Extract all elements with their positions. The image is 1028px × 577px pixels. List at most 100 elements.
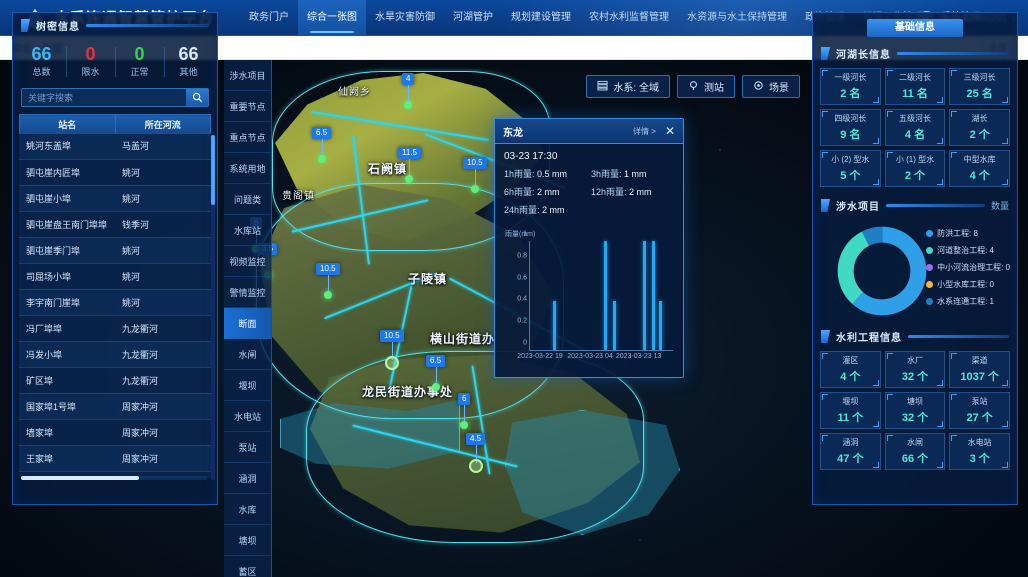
cell-1: 姚河 [115, 159, 211, 186]
map-marker-9[interactable]: 6 [458, 393, 471, 429]
cell-1: 周家冲河 [115, 393, 211, 420]
info-card-4[interactable]: 五级河长 4 名 [884, 109, 946, 146]
layer-item-1[interactable]: 重要节点 [224, 91, 271, 122]
nav-item-1[interactable]: 综合一张图 [298, 0, 367, 35]
map-layer-menu[interactable]: 涉水项目 重要节点 重点节点 系统用地 问题类 水库站 视频监控 警情监控 断面 水闸 堰坝 水电站泵… [224, 60, 272, 577]
card-label: 三级河长 [963, 73, 996, 82]
layer-item-6[interactable]: 视频监控 [224, 246, 271, 277]
nav-item-3[interactable]: 河湖管护 [453, 11, 494, 23]
cell-1: 姚河 [115, 237, 211, 264]
info-card-7[interactable]: 小 (1) 型水 2 个 [884, 150, 946, 187]
close-icon[interactable]: ✕ [664, 124, 675, 138]
table-row[interactable]: 白塔埠周家冲河 [19, 471, 211, 478]
search-icon[interactable] [186, 89, 208, 106]
map-tool-2[interactable]: 场景 [742, 75, 800, 98]
info-card-2[interactable]: 渠道 1037 个 [949, 351, 1010, 388]
station-table-body-scroll[interactable]: 姚河东盖埠 马盖河 驷屯崖内匠埠 姚河 驷屯崖小埠 姚河 驷屯崖盘王南门埠埠 钱季河 驷… [13, 133, 217, 478]
layer-item-16[interactable]: 蓄区 [224, 556, 271, 577]
info-card-6[interactable]: 小 (2) 型水 5 个 [820, 150, 881, 187]
nav-item-6[interactable]: 水资源与水土保持管理 [687, 11, 788, 23]
popup-detail-link[interactable]: 详情 > [633, 126, 656, 136]
map-toolbar: 水系: 全域 测站 场景 [586, 75, 800, 98]
map-marker-3[interactable]: 10.5 [463, 157, 487, 193]
marker-dot [460, 421, 469, 429]
map-tool-0[interactable]: 水系: 全域 [586, 75, 670, 98]
chart-plot-area: 0 0.2 0.4 0.6 0.8 1 2023-03-22 19 2023-03-23 04… [517, 231, 673, 360]
info-card-5[interactable]: 湖长 2 个 [949, 109, 1010, 146]
info-card-1[interactable]: 水厂 32 个 [884, 351, 946, 388]
tab-basic-info[interactable]: 基础信息 [867, 19, 963, 37]
marker-stem [464, 405, 466, 423]
map-marker-6[interactable]: 10.5 [316, 263, 340, 299]
table-row[interactable]: 驷屯崖小埠 姚河 [19, 185, 211, 212]
layer-item-9[interactable]: 水闸 [224, 339, 271, 370]
info-card-8[interactable]: 水电站 3 个 [949, 433, 1010, 470]
card-value: 25 名 [966, 88, 993, 100]
layer-item-8[interactable]: 断面 [224, 308, 271, 339]
info-card-2[interactable]: 三级河长 25 名 [949, 68, 1010, 105]
layer-item-3[interactable]: 系统用地 [224, 153, 271, 184]
layer-item-15[interactable]: 塘坝 [224, 525, 271, 556]
layer-item-0[interactable]: 涉水项目 [224, 60, 271, 91]
table-row[interactable]: 驷屯崖季门埠 姚河 [19, 237, 211, 264]
map-marker-10[interactable]: 4.5 [466, 433, 486, 473]
layer-item-5[interactable]: 水库站 [224, 215, 271, 246]
info-card-3[interactable]: 堰坝 11 个 [820, 392, 881, 429]
station-panel-title: 树密信息 [36, 22, 80, 33]
station-table-wrapper[interactable]: 站名 所在河流 姚河东盖埠 马盖河 驷屯崖内匠埠 姚河 驷屯崖小埠 姚河 驷屯崖盘王南门… [13, 114, 217, 482]
legend-color-dot [926, 247, 934, 254]
nav-item-5[interactable]: 农村水利监督管理 [589, 11, 670, 23]
map-marker-1[interactable]: 6.5 [312, 127, 332, 163]
map-tool-1[interactable]: 测站 [677, 75, 735, 98]
layer-item-4[interactable]: 问题类 [224, 184, 271, 215]
map-marker-0[interactable]: 4 [402, 73, 415, 109]
nav-item-2[interactable]: 水旱灾害防御 [375, 11, 436, 23]
col-header-1[interactable]: 所在河流 [114, 114, 211, 134]
layer-item-11[interactable]: 水电站 [224, 401, 271, 432]
layer-item-13[interactable]: 涵洞 [224, 463, 271, 494]
table-row[interactable]: 国家埠1号埠 周家冲河 [19, 393, 211, 420]
table-row[interactable]: 司屈场小埠 姚河 [19, 263, 211, 290]
layer-item-2[interactable]: 重点节点 [224, 122, 271, 153]
legend-label: 小型水库工程: 0 [937, 280, 994, 289]
info-card-3[interactable]: 四级河长 9 名 [820, 109, 881, 146]
col-header-0[interactable]: 站名 [19, 114, 116, 134]
table-row[interactable]: 驷屯崖内匠埠 姚河 [19, 159, 211, 186]
layer-item-7[interactable]: 警情监控 [224, 277, 271, 308]
station-detail-popup[interactable]: 东龙 详情 > ✕ 03-23 17:30 1h雨量: 0.5 mm 3h雨量: … [494, 118, 684, 378]
search-input[interactable] [22, 89, 186, 106]
layer-item-12[interactable]: 泵站 [224, 432, 271, 463]
legend-item-4: 水系连通工程: 1 [926, 296, 1010, 307]
info-card-0[interactable]: 一级河长 2 名 [820, 68, 881, 105]
table-row[interactable]: 冯发小埠 九龙衢河 [19, 341, 211, 368]
info-card-5[interactable]: 泵站 27 个 [949, 392, 1010, 429]
section-marker-icon [821, 47, 830, 60]
info-card-8[interactable]: 中型水库 4 个 [949, 150, 1010, 187]
station-search[interactable] [21, 88, 209, 107]
info-card-4[interactable]: 塘坝 32 个 [884, 392, 946, 429]
layer-item-14[interactable]: 水库 [224, 494, 271, 525]
nav-item-4[interactable]: 规划建设管理 [511, 11, 572, 23]
table-row[interactable]: 驷屯崖盘王南门埠埠 钱季河 [19, 211, 211, 238]
table-row[interactable]: 姚河东盖埠 马盖河 [19, 133, 211, 160]
info-card-6[interactable]: 涵洞 47 个 [820, 433, 881, 470]
metric-4: 24h雨量: 2 mm [504, 205, 565, 215]
place-label-3: 子陵镇 [408, 272, 448, 286]
info-card-1[interactable]: 二级河长 11 名 [884, 68, 946, 105]
map-marker-7[interactable]: 10.5 [380, 330, 404, 370]
layer-item-10[interactable]: 堰坝 [224, 370, 271, 401]
map-marker-2[interactable]: 11.5 [398, 147, 421, 183]
cell-1: 九龙衢河 [115, 341, 211, 368]
info-card-7[interactable]: 水闸 66 个 [884, 433, 946, 470]
horizontal-scrollbar[interactable] [21, 476, 207, 480]
info-card-0[interactable]: 灌区 4 个 [820, 351, 881, 388]
table-row[interactable]: 王家埠 周家冲河 [19, 445, 211, 472]
map-marker-8[interactable]: 6.5 [426, 355, 446, 391]
table-row[interactable]: 矿区埠 九龙衢河 [19, 367, 211, 394]
vertical-scrollbar[interactable] [211, 135, 215, 480]
nav-item-0[interactable]: 政务门户 [249, 11, 290, 23]
table-row[interactable]: 墙家埠 周家冲河 [19, 419, 211, 446]
table-row[interactable]: 冯厂埠埠 九龙衢河 [19, 315, 211, 342]
table-row[interactable]: 李宇南门崖埠 姚河 [19, 289, 211, 316]
metric-2: 6h雨量: 2 mm [504, 187, 560, 197]
